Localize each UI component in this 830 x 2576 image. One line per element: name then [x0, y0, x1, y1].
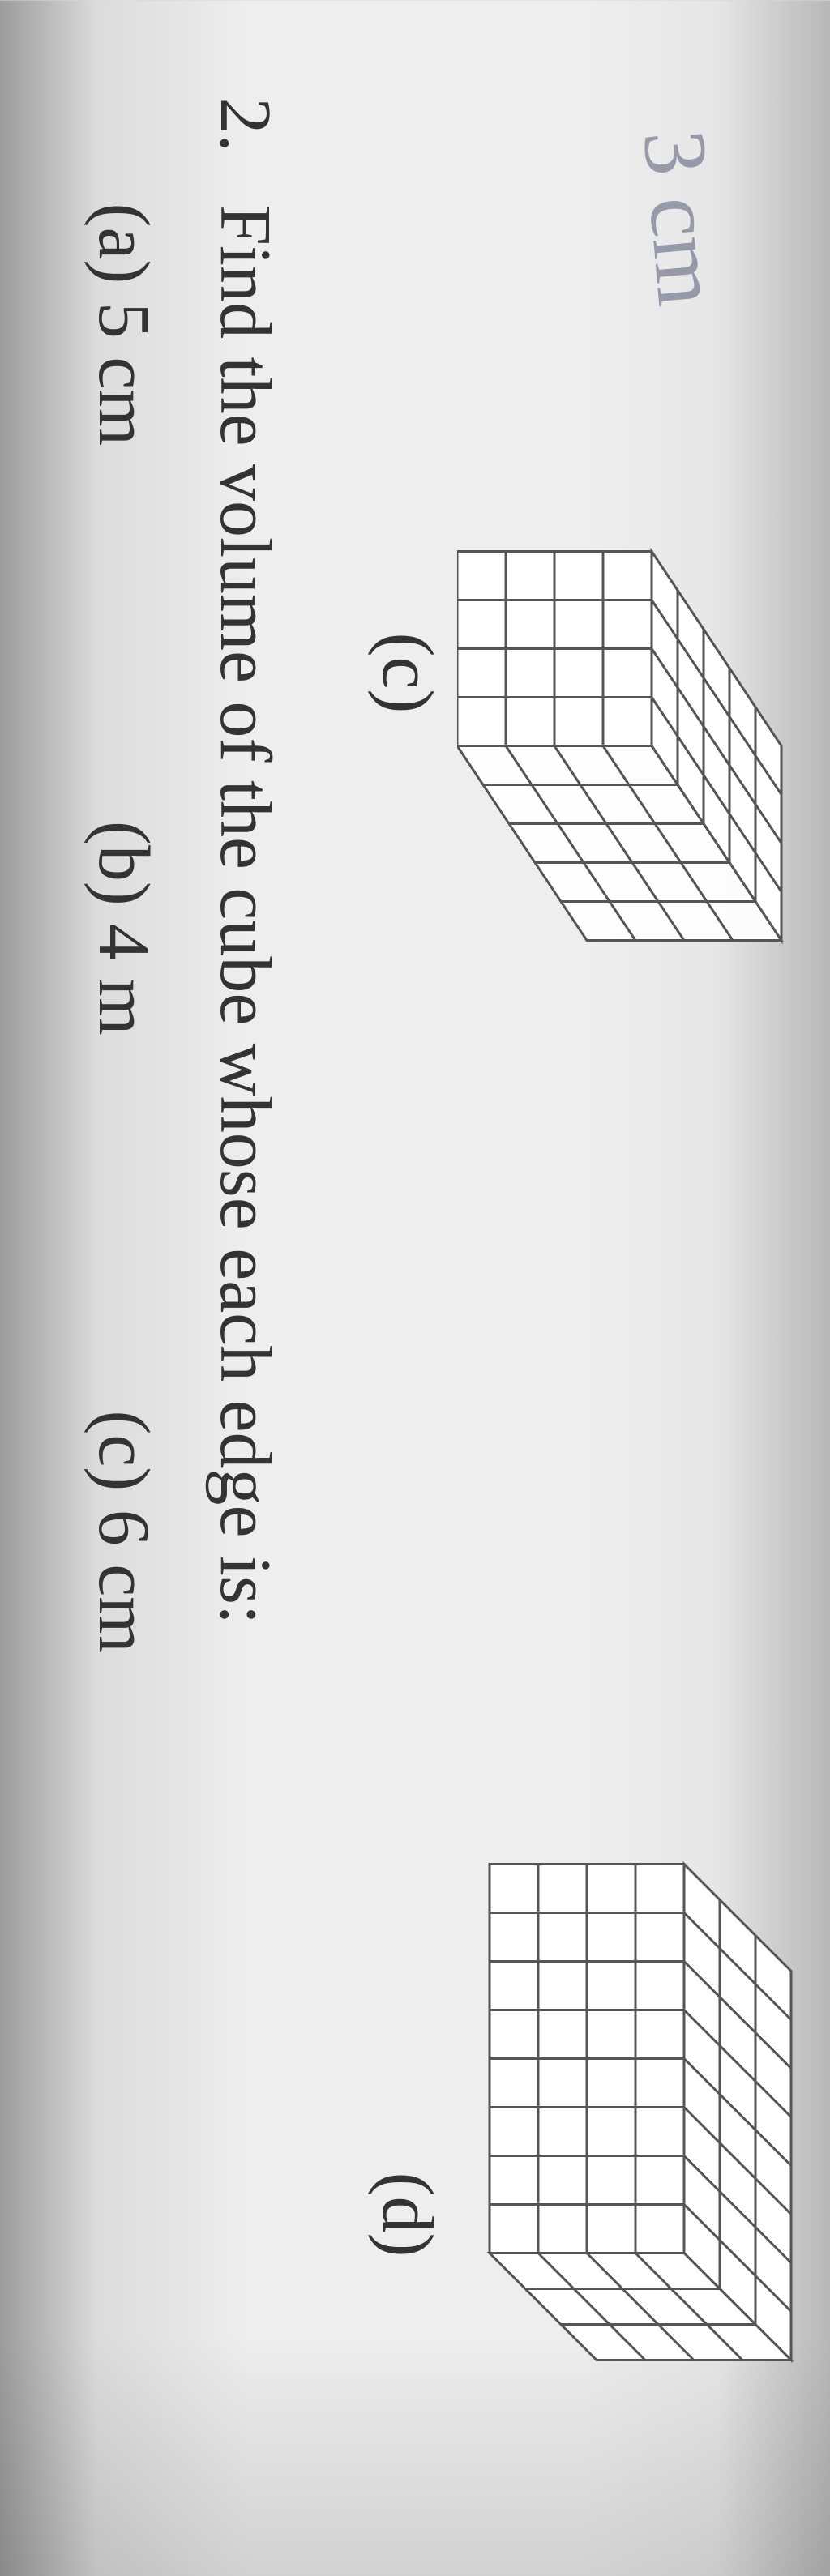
question-number: 2.	[203, 97, 287, 186]
option-a-value: 5 cm	[83, 301, 164, 445]
question-text: Find the volume of the cube whose each e…	[205, 205, 285, 1625]
option-b-label: (b)	[83, 820, 164, 905]
cuboid-svg-d	[473, 1848, 830, 2431]
cuboid-d-group	[490, 1864, 791, 2360]
option-c-label: (c)	[83, 1410, 164, 1491]
cuboid-svg-c	[457, 535, 814, 989]
answer-options-row: (a) 5 cm (b) 4 m (c) 6 cm	[82, 203, 165, 2471]
option-b-value: 4 m	[83, 924, 164, 1036]
option-a-label: (a)	[83, 203, 164, 284]
option-c: (c) 6 cm	[82, 1410, 165, 1653]
cuboid-figure-c	[457, 535, 814, 989]
cuboid-figure-d	[473, 1848, 830, 2431]
content-area: 3 cm	[0, 0, 830, 2576]
option-c-value: 6 cm	[83, 1509, 164, 1652]
option-a: (a) 5 cm	[82, 203, 165, 446]
figure-label-c: (c)	[366, 632, 449, 713]
figure-label-d: (d)	[366, 2172, 449, 2257]
question-2: 2. Find the volume of the cube whose eac…	[203, 97, 287, 1625]
handwritten-note-c: 3 cm	[622, 126, 740, 310]
option-b: (b) 4 m	[82, 820, 165, 1035]
cuboid-c-group	[457, 551, 781, 940]
worksheet-page: 3 cm	[0, 0, 830, 2576]
